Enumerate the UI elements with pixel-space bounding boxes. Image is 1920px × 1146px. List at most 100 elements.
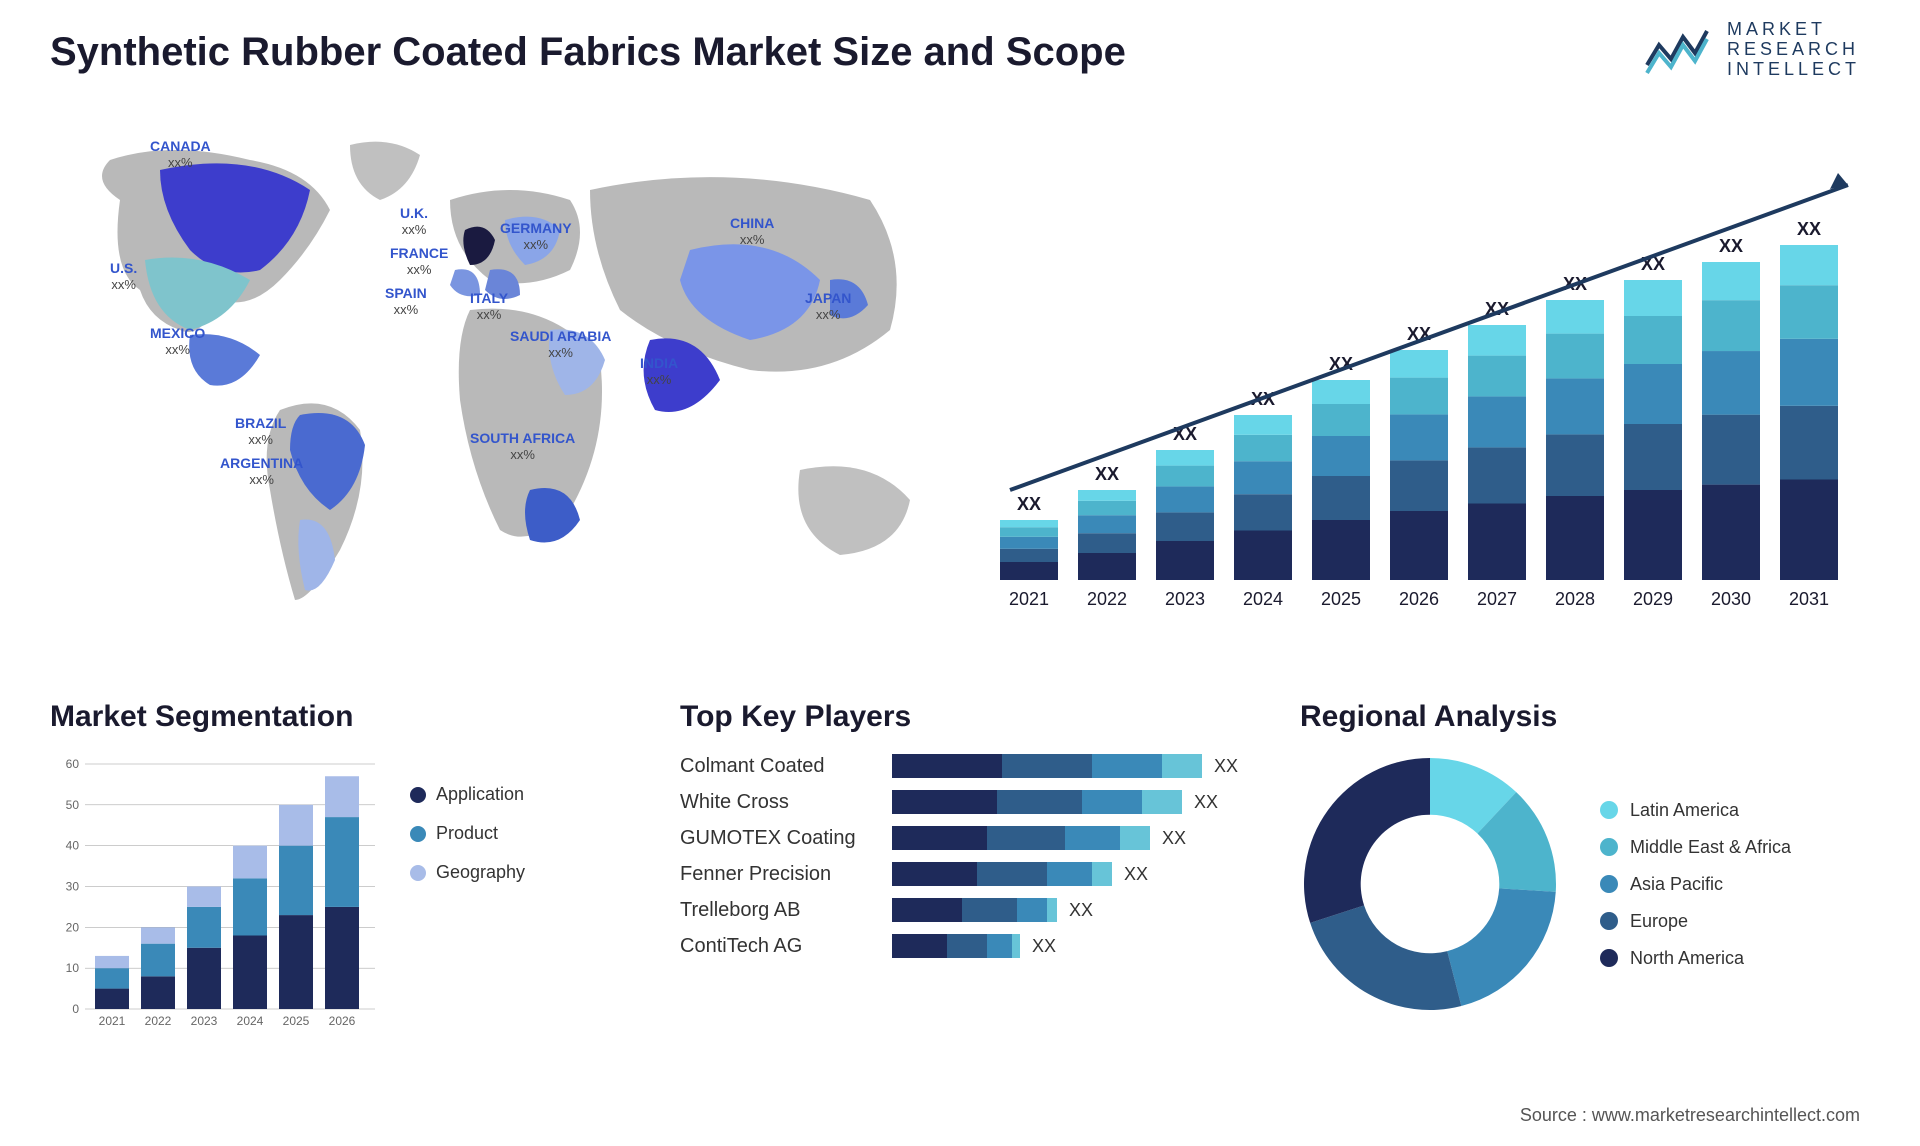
- region-legend-item: Asia Pacific: [1600, 874, 1791, 895]
- segmentation-block: Market Segmentation 01020304050602021202…: [50, 700, 610, 1034]
- legend-label: Geography: [436, 862, 525, 883]
- svg-text:2025: 2025: [1321, 589, 1361, 609]
- growth-chart: XX2021XX2022XX2023XX2024XX2025XX2026XX20…: [990, 140, 1860, 620]
- player-name: Trelleborg AB: [680, 899, 880, 922]
- map-label-u-s-: U.S.xx%: [110, 260, 137, 293]
- segmentation-title: Market Segmentation: [50, 700, 610, 734]
- legend-label: Product: [436, 823, 498, 844]
- player-value: XX: [1194, 792, 1218, 813]
- page-title: Synthetic Rubber Coated Fabrics Market S…: [50, 30, 1126, 75]
- svg-text:0: 0: [72, 1002, 79, 1016]
- svg-text:2022: 2022: [145, 1014, 172, 1028]
- region-title: Regional Analysis: [1300, 700, 1860, 734]
- svg-text:XX: XX: [1797, 219, 1821, 239]
- region-legend-item: Europe: [1600, 911, 1791, 932]
- map-label-germany: GERMANYxx%: [500, 220, 572, 253]
- player-bar: [892, 898, 1057, 922]
- svg-text:20: 20: [66, 920, 80, 934]
- player-value: XX: [1214, 756, 1238, 777]
- svg-text:XX: XX: [1719, 236, 1743, 256]
- legend-dot: [410, 787, 426, 803]
- svg-text:10: 10: [66, 961, 80, 975]
- players-title: Top Key Players: [680, 700, 1280, 734]
- svg-text:XX: XX: [1095, 464, 1119, 484]
- world-map-svg: [50, 130, 950, 650]
- svg-text:2028: 2028: [1555, 589, 1595, 609]
- player-name: Fenner Precision: [680, 863, 880, 886]
- player-name: Colmant Coated: [680, 755, 880, 778]
- legend-dot: [1600, 875, 1618, 893]
- map-label-italy: ITALYxx%: [470, 290, 508, 323]
- player-bar: [892, 862, 1112, 886]
- player-name: White Cross: [680, 791, 880, 814]
- players-rows: Colmant CoatedXXWhite CrossXXGUMOTEX Coa…: [680, 754, 1280, 958]
- segmentation-legend: Application Product Geography: [410, 754, 525, 883]
- map-label-india: INDIAxx%: [640, 355, 678, 388]
- region-legend-item: North America: [1600, 948, 1791, 969]
- player-value: XX: [1124, 864, 1148, 885]
- player-row: Fenner Precision XX: [680, 862, 1280, 886]
- logo-line2: RESEARCH: [1727, 40, 1860, 60]
- map-label-mexico: MEXICOxx%: [150, 325, 205, 358]
- svg-text:XX: XX: [1017, 494, 1041, 514]
- logo-line3: INTELLECT: [1727, 60, 1860, 80]
- legend-dot: [410, 826, 426, 842]
- region-legend-item: Latin America: [1600, 800, 1791, 821]
- legend-label: Middle East & Africa: [1630, 837, 1791, 858]
- legend-label: Latin America: [1630, 800, 1739, 821]
- svg-text:2030: 2030: [1711, 589, 1751, 609]
- region-legend-item: Middle East & Africa: [1600, 837, 1791, 858]
- legend-label: Europe: [1630, 911, 1688, 932]
- player-bar: [892, 826, 1150, 850]
- player-row: ContiTech AG XX: [680, 934, 1280, 958]
- svg-text:2021: 2021: [1009, 589, 1049, 609]
- logo-icon: [1645, 25, 1715, 75]
- map-label-china: CHINAxx%: [730, 215, 774, 248]
- player-bar: [892, 934, 1020, 958]
- legend-dot: [1600, 838, 1618, 856]
- legend-dot: [410, 865, 426, 881]
- player-row: White Cross XX: [680, 790, 1280, 814]
- svg-text:50: 50: [66, 798, 80, 812]
- svg-text:60: 60: [66, 757, 80, 771]
- seg-legend-item: Product: [410, 823, 525, 844]
- player-row: GUMOTEX Coating XX: [680, 826, 1280, 850]
- growth-chart-svg: XX2021XX2022XX2023XX2024XX2025XX2026XX20…: [990, 140, 1860, 620]
- logo-text: MARKET RESEARCH INTELLECT: [1727, 20, 1860, 79]
- world-map: CANADAxx%U.S.xx%MEXICOxx%BRAZILxx%ARGENT…: [50, 130, 950, 650]
- svg-text:40: 40: [66, 839, 80, 853]
- player-name: GUMOTEX Coating: [680, 827, 880, 850]
- map-label-france: FRANCExx%: [390, 245, 448, 278]
- map-label-south-africa: SOUTH AFRICAxx%: [470, 430, 575, 463]
- legend-dot: [1600, 801, 1618, 819]
- region-legend: Latin America Middle East & Africa Asia Pa…: [1600, 800, 1791, 969]
- svg-text:2031: 2031: [1789, 589, 1829, 609]
- logo-line1: MARKET: [1727, 20, 1860, 40]
- legend-label: North America: [1630, 948, 1744, 969]
- svg-text:2026: 2026: [329, 1014, 356, 1028]
- svg-text:2024: 2024: [237, 1014, 264, 1028]
- map-label-canada: CANADAxx%: [150, 138, 211, 171]
- player-value: XX: [1032, 936, 1056, 957]
- svg-text:2023: 2023: [191, 1014, 218, 1028]
- seg-legend-item: Geography: [410, 862, 525, 883]
- svg-text:2024: 2024: [1243, 589, 1283, 609]
- svg-text:2021: 2021: [99, 1014, 126, 1028]
- legend-dot: [1600, 912, 1618, 930]
- logo: MARKET RESEARCH INTELLECT: [1645, 20, 1860, 79]
- player-row: Trelleborg ABXX: [680, 898, 1280, 922]
- player-value: XX: [1162, 828, 1186, 849]
- region-donut: [1300, 754, 1560, 1014]
- map-label-saudi-arabia: SAUDI ARABIAxx%: [510, 328, 611, 361]
- source-text: Source : www.marketresearchintellect.com: [1520, 1105, 1860, 1126]
- svg-text:2025: 2025: [283, 1014, 310, 1028]
- player-bar: [892, 790, 1182, 814]
- region-block: Regional Analysis Latin America Middle Ea…: [1300, 700, 1860, 1014]
- legend-label: Asia Pacific: [1630, 874, 1723, 895]
- player-row: Colmant Coated XX: [680, 754, 1280, 778]
- legend-label: Application: [436, 784, 524, 805]
- player-name: ContiTech AG: [680, 935, 880, 958]
- seg-legend-item: Application: [410, 784, 525, 805]
- svg-text:2029: 2029: [1633, 589, 1673, 609]
- map-label-u-k-: U.K.xx%: [400, 205, 428, 238]
